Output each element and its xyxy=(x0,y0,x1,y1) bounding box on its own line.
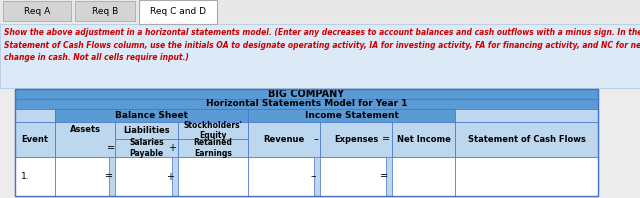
Text: Event: Event xyxy=(22,135,49,144)
Bar xyxy=(55,109,248,122)
Text: =: = xyxy=(107,143,115,153)
Text: –: – xyxy=(310,171,316,182)
Text: +: + xyxy=(166,171,174,182)
Bar xyxy=(15,89,598,196)
Text: BIG COMPANY: BIG COMPANY xyxy=(268,89,344,99)
Text: Horizontal Statements Model for Year 1: Horizontal Statements Model for Year 1 xyxy=(205,100,407,109)
Bar xyxy=(3,1,71,21)
Text: Balance Sheet: Balance Sheet xyxy=(115,111,188,120)
Bar xyxy=(15,157,55,196)
Bar xyxy=(139,0,217,24)
Text: Statement of Cash Flows column, use the initials OA to designate operating activ: Statement of Cash Flows column, use the … xyxy=(4,41,640,50)
Text: Liabilities: Liabilities xyxy=(123,126,170,135)
Text: Income Statement: Income Statement xyxy=(305,111,399,120)
Text: Net Income: Net Income xyxy=(397,135,451,144)
Bar xyxy=(75,1,135,21)
Bar xyxy=(178,122,248,139)
Text: =: = xyxy=(382,134,390,145)
Bar xyxy=(248,157,314,196)
Bar xyxy=(178,157,248,196)
Bar xyxy=(15,122,55,157)
Text: Statement of Cash Flows: Statement of Cash Flows xyxy=(468,135,586,144)
Bar xyxy=(248,122,320,157)
Text: Req A: Req A xyxy=(24,7,50,15)
Bar xyxy=(55,157,109,196)
Bar xyxy=(320,122,392,157)
Bar xyxy=(455,122,598,157)
Text: Show the above adjustment in a horizontal statements model. (Enter any decreases: Show the above adjustment in a horizonta… xyxy=(4,28,640,37)
Bar xyxy=(0,24,640,88)
Bar xyxy=(248,109,455,122)
Text: Salaries
Payable: Salaries Payable xyxy=(129,138,164,158)
Text: =: = xyxy=(380,171,388,182)
Text: +: + xyxy=(168,143,176,153)
Text: change in cash. Not all cells require input.): change in cash. Not all cells require in… xyxy=(4,53,189,62)
Text: Revenue: Revenue xyxy=(264,135,305,144)
Bar xyxy=(455,109,598,122)
Bar xyxy=(15,89,598,196)
Bar xyxy=(55,122,115,157)
Bar xyxy=(15,99,598,109)
Text: Stockholders'
Equity: Stockholders' Equity xyxy=(184,121,243,140)
Bar xyxy=(455,157,598,196)
Text: Retained
Earnings: Retained Earnings xyxy=(193,138,232,158)
Text: Req B: Req B xyxy=(92,7,118,15)
Bar xyxy=(392,122,455,157)
Bar xyxy=(320,157,386,196)
Text: =: = xyxy=(105,171,113,182)
Bar xyxy=(0,0,640,23)
Text: Req C and D: Req C and D xyxy=(150,8,206,16)
Text: –: – xyxy=(313,134,318,145)
Text: 1.: 1. xyxy=(21,172,29,181)
Bar xyxy=(115,122,178,139)
Bar xyxy=(15,109,55,122)
Text: Expenses: Expenses xyxy=(334,135,378,144)
Bar xyxy=(392,157,455,196)
Bar xyxy=(115,157,172,196)
Bar xyxy=(178,139,248,157)
Bar xyxy=(115,139,178,157)
Bar xyxy=(15,89,598,99)
Text: Assets: Assets xyxy=(70,125,100,134)
